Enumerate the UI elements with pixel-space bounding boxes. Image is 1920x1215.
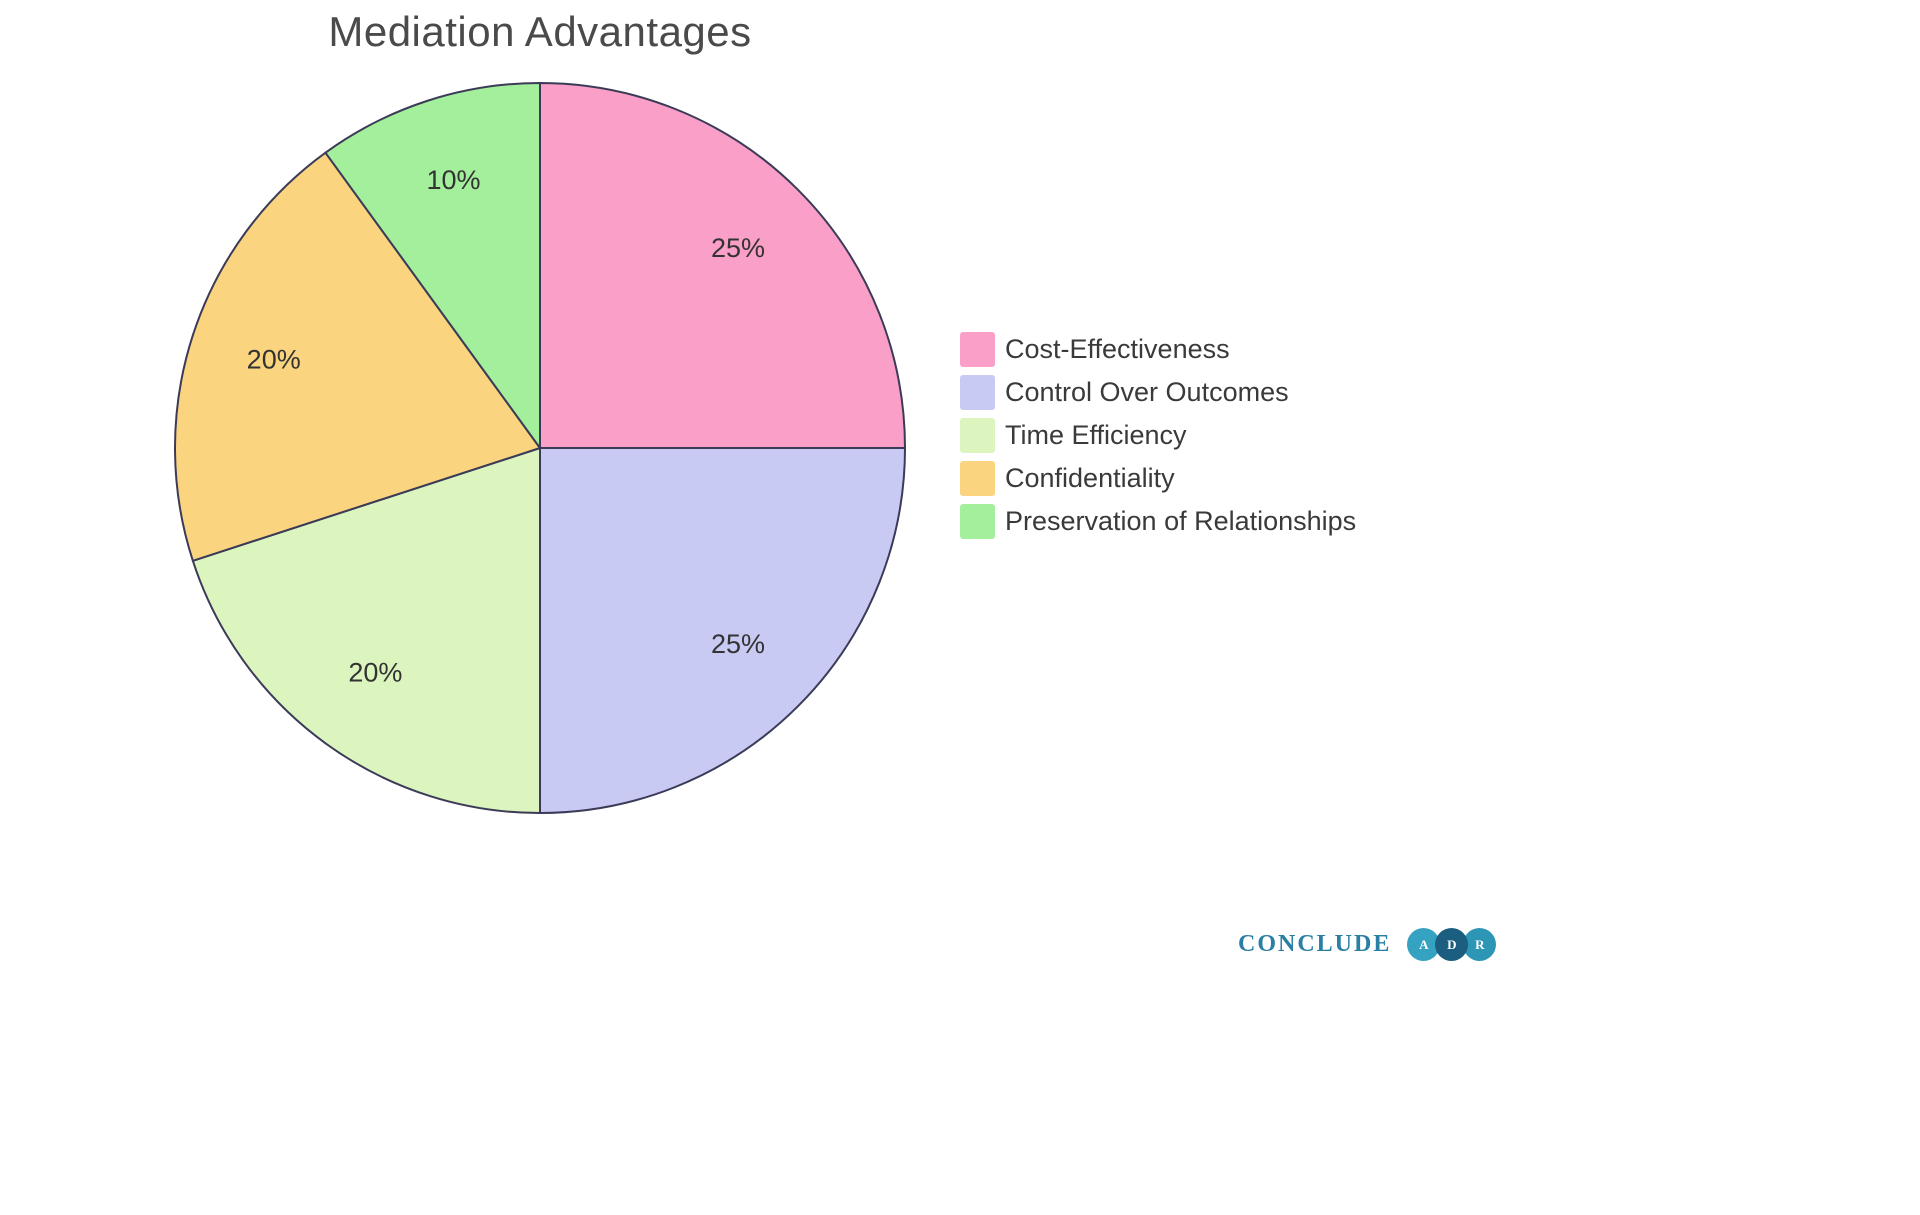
chart-title: Mediation Advantages [328, 8, 752, 55]
legend-label-0: Cost-Effectiveness [1005, 333, 1230, 364]
legend-item-3[interactable]: Confidentiality [960, 460, 1356, 496]
legend-swatch-1 [960, 374, 995, 410]
pie-slice-labels: 25% 25% 20% 20% 10% [247, 165, 765, 688]
legend-item-4[interactable]: Preservation of Relationships [960, 503, 1356, 539]
pie-slice-0[interactable] [539, 82, 906, 449]
pie-slice-2[interactable] [191, 447, 541, 814]
brand-wordmark: CONCLUDE [1238, 931, 1392, 957]
legend-item-0[interactable]: Cost-Effectiveness [960, 331, 1356, 367]
pie-slice-label-1: 25% [711, 629, 765, 659]
pie-slice-4[interactable] [324, 82, 541, 449]
legend-label-2: Time Efficiency [1005, 419, 1187, 450]
legend-swatch-0 [960, 331, 995, 367]
legend: Cost-Effectiveness Control Over Outcomes T… [960, 331, 1356, 539]
brand-badge-r: R [1463, 928, 1497, 961]
brand-badge-a: A [1407, 928, 1441, 961]
legend-swatch-3 [960, 460, 995, 496]
pie-slice-3[interactable] [174, 151, 541, 562]
pie-slice-label-3: 20% [247, 345, 301, 375]
legend-label-4: Preservation of Relationships [1005, 505, 1357, 536]
pie-slice-label-0: 25% [711, 233, 765, 263]
legend-item-2[interactable]: Time Efficiency [960, 417, 1356, 453]
pie-slices [174, 82, 906, 814]
legend-swatch-2 [960, 417, 995, 453]
pie-slice-label-2: 20% [348, 658, 402, 688]
legend-label-1: Control Over Outcomes [1005, 376, 1289, 407]
legend-label-3: Confidentiality [1005, 462, 1175, 493]
legend-swatch-4 [960, 503, 995, 539]
brand-badge-d: D [1435, 928, 1469, 961]
pie-slice-label-4: 10% [426, 165, 480, 195]
pie-slice-1[interactable] [539, 447, 906, 814]
legend-item-1[interactable]: Control Over Outcomes [960, 374, 1356, 410]
